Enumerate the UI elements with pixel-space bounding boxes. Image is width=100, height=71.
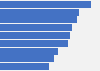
Bar xyxy=(0,32,70,39)
Bar xyxy=(0,48,58,55)
Bar xyxy=(0,40,68,47)
Bar xyxy=(0,63,49,70)
Bar xyxy=(0,55,54,62)
Bar xyxy=(0,16,77,23)
Bar xyxy=(0,9,79,16)
Bar xyxy=(0,1,91,8)
Bar xyxy=(0,24,72,31)
